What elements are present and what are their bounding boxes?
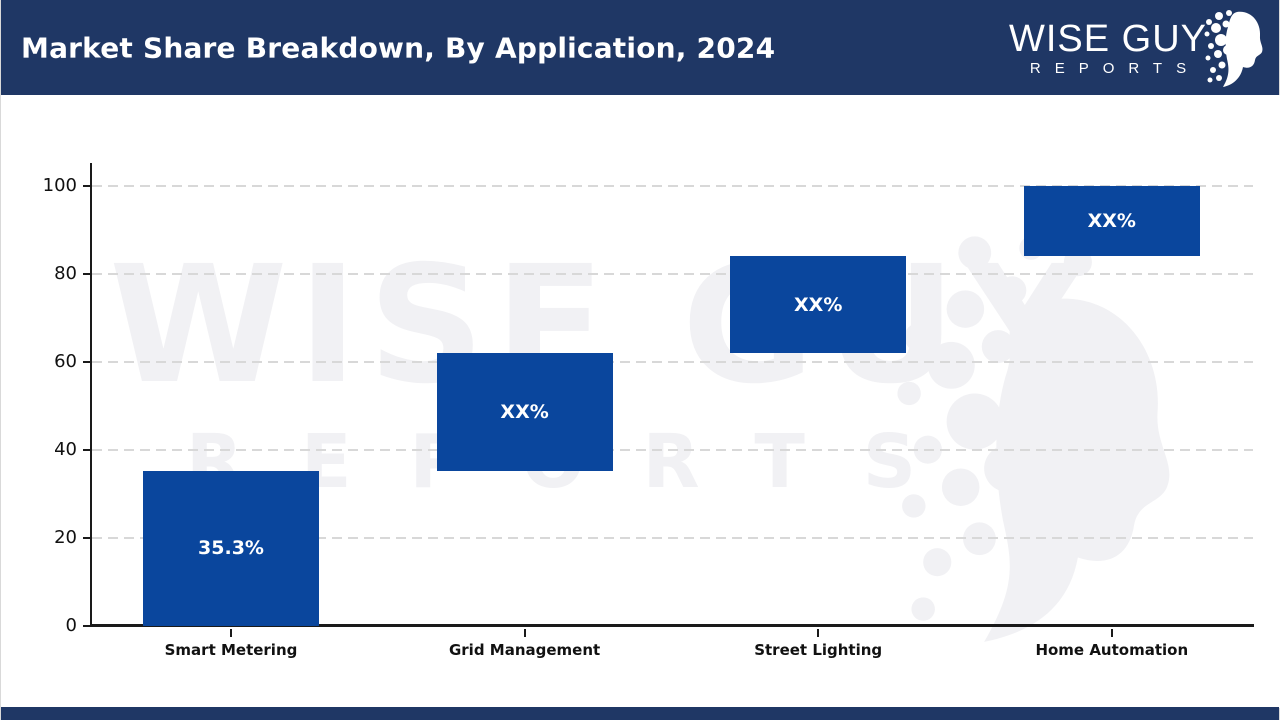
header: Market Share Breakdown, By Application, … — [1, 0, 1279, 95]
bar-grid-management: XX% — [436, 353, 613, 471]
gridline-80 — [92, 273, 1253, 275]
logo-wordmark: WISE GUY REPORTS — [1009, 20, 1207, 76]
y-tick-label-20: 20 — [54, 527, 77, 548]
footer-bar — [1, 707, 1279, 720]
y-tick-label-100: 100 — [42, 175, 77, 196]
y-tick-label-80: 80 — [54, 263, 77, 284]
logo-wordmark-main: WISE GUY — [1008, 18, 1207, 60]
bar-street-lighting: XX% — [730, 256, 907, 354]
bar-smart-metering: 35.3% — [143, 470, 319, 626]
wise-guy-logo: WISE GUY REPORTS — [1009, 8, 1265, 88]
y-tick-label-40: 40 — [54, 439, 77, 460]
bar-smart-metering-label: 35.3% — [198, 537, 264, 560]
bar-home-automation: XX% — [1023, 186, 1200, 257]
gridline-100 — [92, 185, 1253, 187]
bar-home-automation-label: XX% — [1087, 210, 1136, 233]
watermark-head-graphic — [897, 236, 1170, 642]
x-category-label-3: Home Automation — [1035, 641, 1189, 659]
gridline-40 — [92, 449, 1253, 451]
bar-grid-management-label: XX% — [500, 400, 549, 423]
y-tick-label-0: 0 — [65, 615, 77, 636]
y-tick-0 — [83, 625, 91, 627]
y-tick-100 — [83, 185, 91, 187]
chart-area: WISE GUY REPORTS 02040608010035.3%Smart … — [1, 95, 1280, 708]
x-tick-3 — [1110, 629, 1113, 637]
y-tick-60 — [83, 361, 91, 363]
x-category-label-2: Street Lighting — [754, 641, 883, 659]
page-title: Market Share Breakdown, By Application, … — [21, 31, 776, 64]
y-tick-20 — [83, 537, 91, 539]
y-tick-80 — [83, 273, 91, 275]
x-tick-2 — [817, 629, 820, 637]
x-tick-1 — [523, 629, 526, 637]
x-tick-0 — [230, 629, 232, 637]
gridline-20 — [92, 537, 1253, 539]
logo-head-icon — [1204, 10, 1263, 87]
y-axis-spine — [90, 163, 92, 626]
y-tick-label-60: 60 — [54, 351, 77, 372]
x-category-label-0: Smart Metering — [164, 641, 298, 659]
bar-street-lighting-label: XX% — [794, 293, 843, 316]
x-axis-spine — [90, 624, 1254, 627]
x-category-label-1: Grid Management — [448, 641, 601, 659]
logo-wordmark-sub: REPORTS — [1029, 60, 1201, 77]
gridline-60 — [92, 361, 1253, 363]
y-tick-40 — [83, 449, 91, 451]
